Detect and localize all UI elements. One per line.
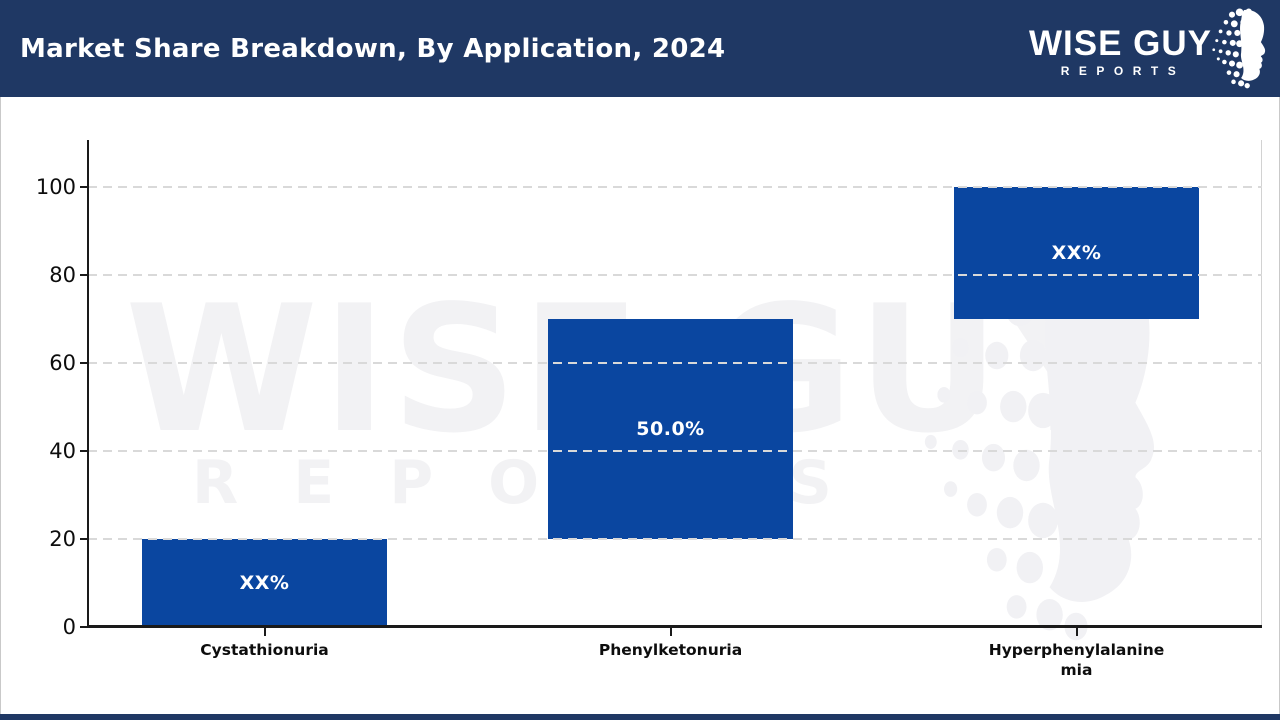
y-tick-label: 100 <box>35 175 76 199</box>
y-tick <box>80 274 88 276</box>
header: Market Share Breakdown, By Application, … <box>0 0 1280 97</box>
y-tick <box>80 626 88 628</box>
logo-subtitle: REPORTS <box>1060 64 1186 78</box>
bar-value-label: 50.0% <box>636 418 705 440</box>
bar: XX% <box>954 187 1199 319</box>
gridline <box>88 450 1262 452</box>
y-tick <box>80 186 88 188</box>
wiseguy-logo: WISE GUY REPORTS <box>1020 4 1270 94</box>
x-category-label: Hyperphenylalanine mia <box>988 641 1165 679</box>
x-category-label: Phenylketonuria <box>598 641 743 659</box>
face-logo-icon <box>1212 8 1266 89</box>
y-tick <box>80 362 88 364</box>
x-category-label: Cystathionuria <box>200 641 329 659</box>
page-title: Market Share Breakdown, By Application, … <box>20 34 726 64</box>
bar: 50.0% <box>548 319 793 539</box>
logo-text: WISE GUY REPORTS <box>1029 26 1212 78</box>
y-tick-label: 0 <box>62 615 76 639</box>
y-axis-line <box>87 140 89 627</box>
gridline <box>88 362 1262 364</box>
gridline <box>88 538 1262 540</box>
y-tick <box>80 450 88 452</box>
y-tick-label: 60 <box>49 351 76 375</box>
gridline <box>88 186 1262 188</box>
bar-value-label: XX% <box>1051 242 1102 264</box>
y-tick-label: 20 <box>49 527 76 551</box>
logo-wordmark: WISE GUY <box>1028 24 1212 63</box>
y-tick-label: 80 <box>49 263 76 287</box>
x-tick <box>263 628 266 636</box>
plot-right-border <box>1261 140 1262 627</box>
footer-bar <box>0 714 1280 720</box>
x-tick <box>669 628 672 636</box>
x-axis-line <box>87 625 1262 628</box>
bar-value-label: XX% <box>239 572 290 594</box>
bar: XX% <box>142 539 387 627</box>
y-tick-label: 40 <box>49 439 76 463</box>
gridline <box>88 274 1262 276</box>
x-tick <box>1075 628 1078 636</box>
y-tick <box>80 538 88 540</box>
